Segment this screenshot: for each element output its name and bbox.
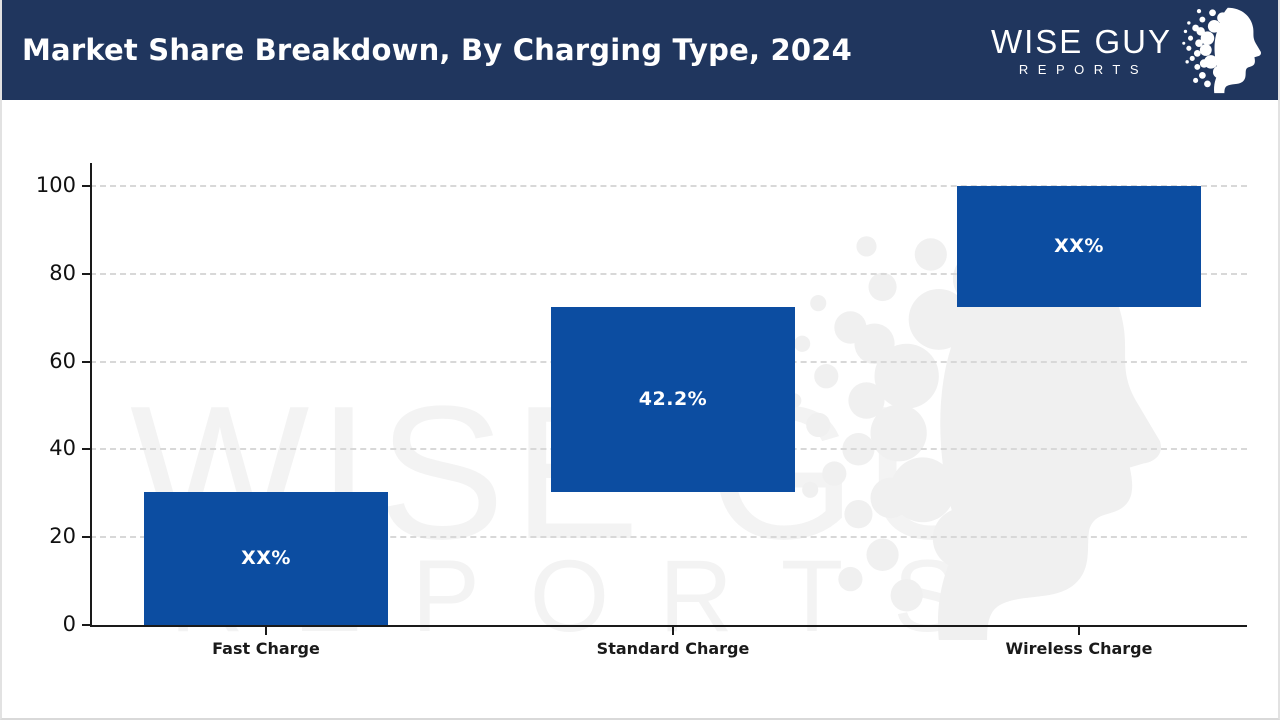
logo-head-icon <box>1182 7 1261 94</box>
y-tick-label: 100 <box>35 173 76 197</box>
logo-text: WISE GUY REPORTS <box>991 23 1172 77</box>
y-tick-mark <box>82 185 90 187</box>
y-tick-mark <box>82 536 90 539</box>
y-tick-mark <box>82 360 90 363</box>
bar-value-label: 42.2% <box>638 388 708 411</box>
bar-fast-charge: XX% <box>144 491 388 625</box>
y-tick-label: 0 <box>62 612 76 636</box>
wiseguy-logo: WISE GUY REPORTS <box>991 6 1264 94</box>
bar-wireless-charge: XX% <box>957 186 1201 307</box>
y-tick-mark <box>82 624 90 626</box>
category-label: Wireless Charge <box>1005 639 1153 658</box>
bar-value-label: XX% <box>241 547 291 570</box>
category-label: Fast Charge <box>212 639 320 658</box>
x-tick-mark <box>1078 627 1080 635</box>
y-tick-label: 80 <box>49 260 76 285</box>
x-tick-mark <box>265 627 267 635</box>
page-title: Market Share Breakdown, By Charging Type… <box>22 33 852 67</box>
y-axis <box>90 163 92 627</box>
y-tick-mark <box>82 448 90 451</box>
logo-wordmark: WISE GUY <box>990 23 1172 60</box>
gridline <box>90 536 1247 539</box>
logo-subtitle: REPORTS <box>1018 62 1149 77</box>
header: Market Share Breakdown, By Charging Type… <box>2 0 1278 100</box>
y-tick-label: 40 <box>49 436 76 461</box>
x-tick-mark <box>672 627 674 635</box>
y-tick-label: 20 <box>49 524 76 549</box>
x-axis <box>90 625 1247 627</box>
bar-value-label: XX% <box>1054 235 1104 258</box>
gridline <box>90 185 1247 187</box>
bar-standard-charge: 42.2% <box>551 306 795 492</box>
y-tick-mark <box>82 272 90 275</box>
chart-area: WISE GUY REPORTS <box>2 100 1278 718</box>
y-tick-label: 60 <box>49 348 76 373</box>
category-label: Standard Charge <box>596 639 750 658</box>
gridline <box>90 272 1247 275</box>
